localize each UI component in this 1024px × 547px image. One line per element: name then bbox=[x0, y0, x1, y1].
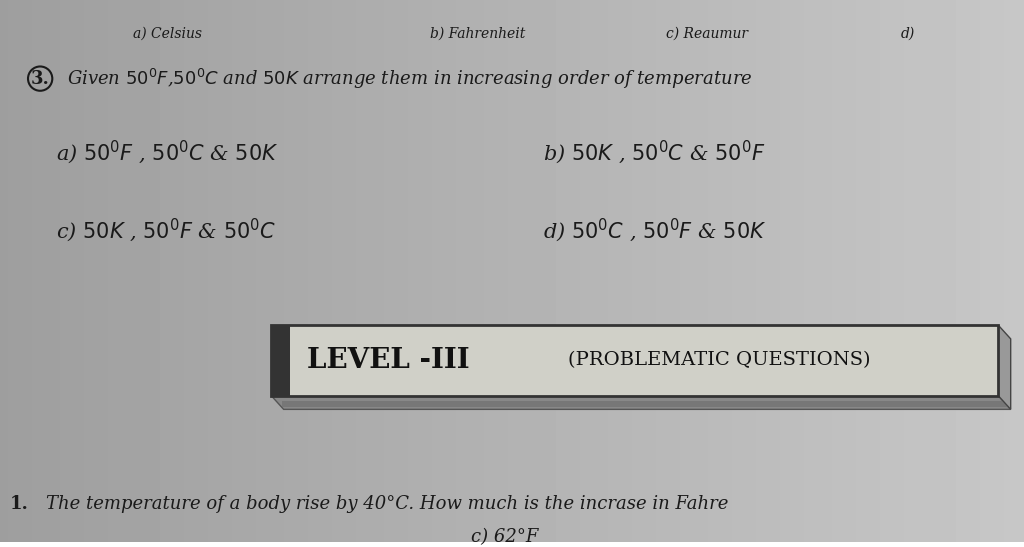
Text: d) $50^0C$ , $50^0F$ & $50K$: d) $50^0C$ , $50^0F$ & $50K$ bbox=[543, 217, 766, 245]
Text: 3.: 3. bbox=[31, 69, 49, 88]
Text: d): d) bbox=[901, 27, 915, 41]
Text: LEVEL -III: LEVEL -III bbox=[307, 347, 470, 374]
Polygon shape bbox=[282, 401, 1009, 406]
Polygon shape bbox=[271, 396, 1011, 409]
Text: a) Celsius: a) Celsius bbox=[133, 27, 202, 41]
Text: (PROBLEMATIC QUESTIONS): (PROBLEMATIC QUESTIONS) bbox=[568, 352, 870, 370]
Text: c) 62°F: c) 62°F bbox=[471, 528, 539, 546]
Polygon shape bbox=[998, 325, 1011, 409]
Text: b) Fahrenheit: b) Fahrenheit bbox=[430, 27, 525, 41]
Text: a) $50^0F$ , $50^0C$ & $50K$: a) $50^0F$ , $50^0C$ & $50K$ bbox=[56, 138, 279, 166]
Text: b) $50K$ , $50^0C$ & $50^0F$: b) $50K$ , $50^0C$ & $50^0F$ bbox=[543, 138, 765, 166]
FancyBboxPatch shape bbox=[271, 325, 998, 396]
Text: c) Reaumur: c) Reaumur bbox=[666, 27, 748, 41]
Text: c) $50K$ , $50^0F$ & $50^0C$: c) $50K$ , $50^0F$ & $50^0C$ bbox=[56, 217, 276, 245]
Text: 1.: 1. bbox=[10, 495, 29, 513]
FancyBboxPatch shape bbox=[271, 325, 290, 396]
Text: Given $50^0F$,$50^0C$ and $50K$ arrange them in increasing order of temperature: Given $50^0F$,$50^0C$ and $50K$ arrange … bbox=[67, 67, 752, 91]
Text: The temperature of a body rise by 40°C. How much is the incrase in Fahre: The temperature of a body rise by 40°C. … bbox=[46, 495, 728, 513]
